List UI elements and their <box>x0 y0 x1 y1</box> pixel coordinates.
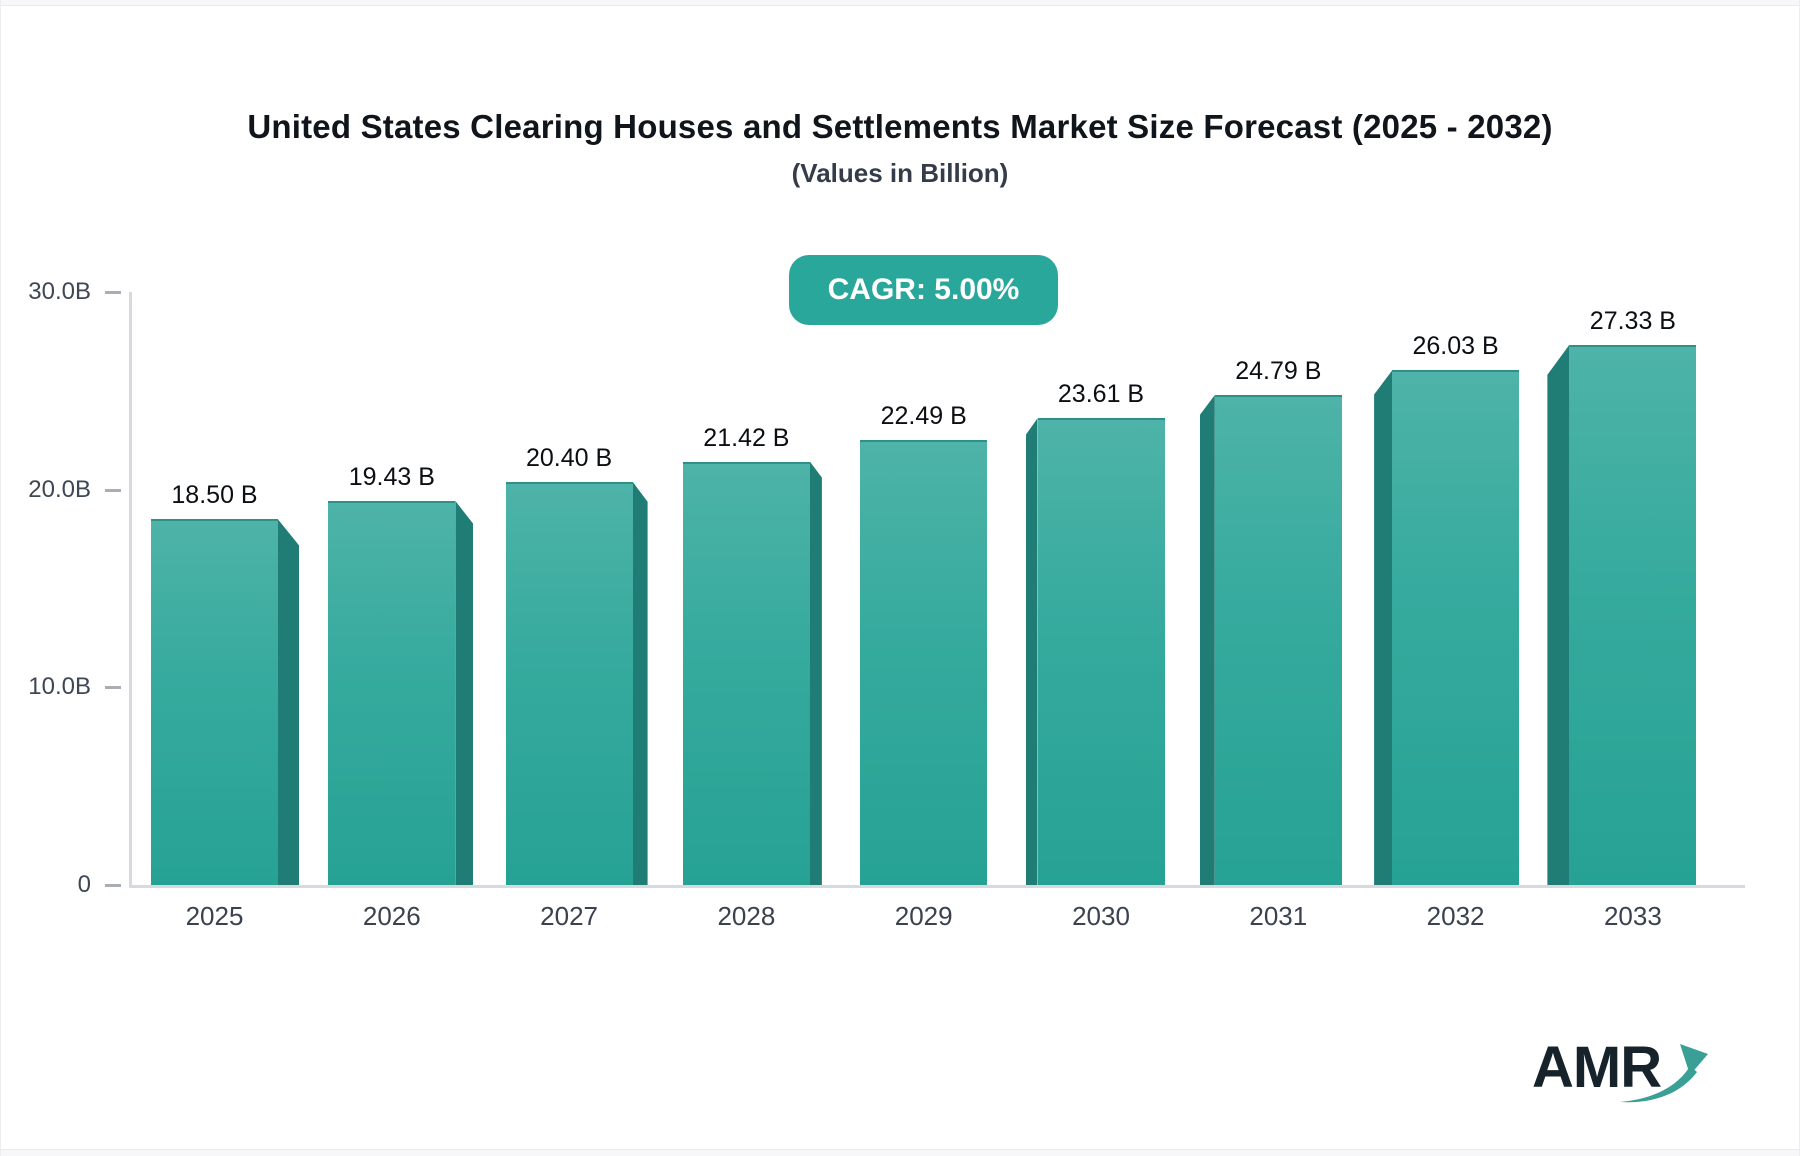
bar-2028 <box>682 461 810 885</box>
bar-2031 <box>1214 394 1342 885</box>
bar-value-label-2033: 27.33 B <box>1589 306 1676 335</box>
x-tick-label-2027: 2027 <box>540 901 599 931</box>
bar-value-label-2025: 18.50 B <box>171 481 258 510</box>
y-tick-label: 0 <box>77 871 91 898</box>
chart-title: United States Clearing Houses and Settle… <box>247 108 1553 145</box>
bar-side-2025 <box>278 519 299 885</box>
bar-value-label-2026: 19.43 B <box>348 462 435 491</box>
bar-2033 <box>1569 344 1697 885</box>
bar-value-label-2032: 26.03 B <box>1412 332 1499 361</box>
bar-side-2031 <box>1199 394 1215 885</box>
bar-value-label-2028: 21.42 B <box>703 423 790 452</box>
x-tick-label-2028: 2028 <box>717 901 776 931</box>
y-tick-dash <box>105 686 121 690</box>
x-tick-label-2025: 2025 <box>185 901 244 931</box>
bar-side-2027 <box>632 481 648 885</box>
bar-2030 <box>1037 418 1165 885</box>
x-tick-label-2029: 2029 <box>894 901 953 931</box>
amr-logo-text: AMR <box>1532 1035 1662 1100</box>
cagr-badge: CAGR: 5.00% <box>789 255 1058 325</box>
x-tick-label-2031: 2031 <box>1249 901 1308 931</box>
bar-2025 <box>151 519 278 885</box>
bar-side-2033 <box>1547 344 1570 885</box>
growth-arrow-icon <box>1620 1044 1708 1103</box>
y-tick-dash <box>105 488 121 492</box>
y-tick-label: 10.0B <box>28 673 91 701</box>
bar-2032 <box>1392 370 1520 885</box>
bar-2029 <box>860 440 988 885</box>
bar-value-label-2031: 24.79 B <box>1235 356 1322 385</box>
x-tick-label-2030: 2030 <box>1072 901 1130 931</box>
x-axis-baseline <box>129 885 1745 888</box>
bar-side-2030 <box>1025 418 1038 885</box>
y-tick-label: 30.0B <box>28 278 91 305</box>
cagr-badge-label: CAGR: 5.00% <box>827 273 1020 306</box>
top-edge-strip <box>1 0 1799 6</box>
bar-2026 <box>328 500 456 885</box>
y-tick-dash <box>105 884 121 887</box>
bar-2027 <box>505 481 633 885</box>
bar-side-2032 <box>1374 370 1393 885</box>
bottom-edge-strip <box>1 1149 1799 1156</box>
bar-value-label-2029: 22.49 B <box>880 402 967 431</box>
bar-value-label-2030: 23.61 B <box>1057 380 1145 409</box>
x-tick-label-2032: 2032 <box>1426 901 1485 931</box>
amr-logo: AMR <box>1532 1030 1712 1110</box>
y-tick-dash <box>105 291 121 294</box>
bar-value-label-2027: 20.40 B <box>526 443 613 472</box>
x-tick-label-2033: 2033 <box>1603 901 1662 931</box>
y-tick-label: 20.0B <box>28 475 91 503</box>
y-axis-line <box>129 292 132 888</box>
x-tick-label-2026: 2026 <box>362 901 421 931</box>
bar-side-2028 <box>809 461 822 885</box>
chart-subtitle: (Values in Billion) <box>791 158 1009 188</box>
bar-side-2026 <box>455 500 474 885</box>
